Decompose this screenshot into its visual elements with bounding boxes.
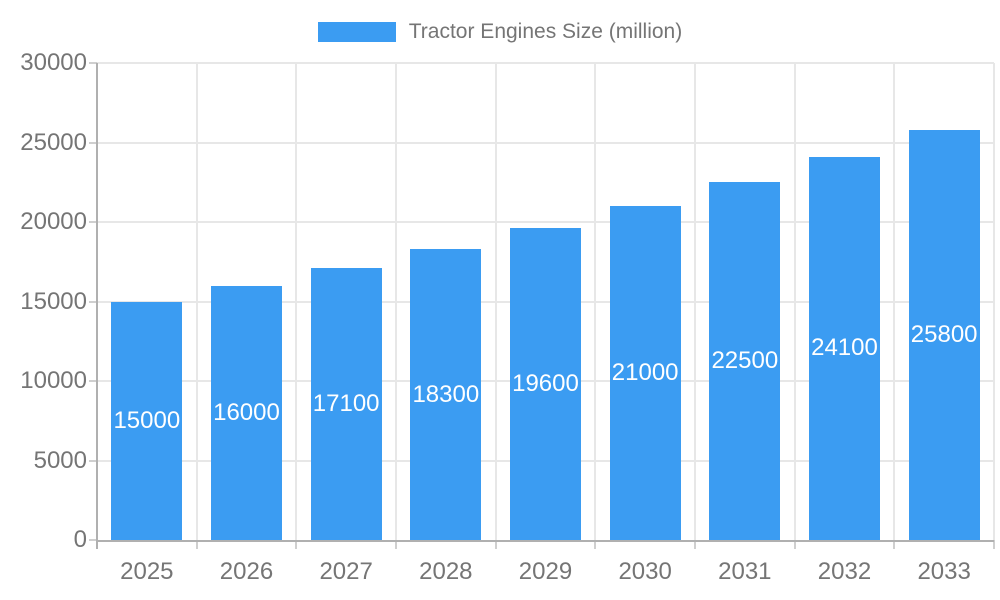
- x-axis-tick: [395, 540, 397, 549]
- v-gridline: [494, 63, 497, 540]
- x-axis-tick: [494, 540, 497, 549]
- x-tick-label: 2033: [917, 558, 971, 585]
- bar[interactable]: [908, 129, 980, 540]
- y-tick-label: 15000: [20, 287, 87, 315]
- bar[interactable]: [510, 228, 581, 540]
- v-gridline: [893, 63, 896, 540]
- x-axis-tick: [694, 540, 696, 549]
- x-axis-tick: [793, 540, 796, 549]
- y-tick-label: 30000: [20, 49, 87, 76]
- y-tick-label: 0: [73, 526, 87, 553]
- y-axis-tick: [89, 459, 97, 462]
- y-axis-tick: [89, 141, 97, 144]
- x-axis-tick: [195, 540, 198, 549]
- y-axis-tick: [89, 62, 97, 64]
- x-tick-label: 2030: [618, 558, 672, 585]
- x-tick-label: 2029: [518, 558, 573, 585]
- y-tick-label: 5000: [33, 446, 87, 474]
- v-gridline: [295, 63, 298, 540]
- legend-swatch: [317, 22, 396, 42]
- y-axis-tick: [89, 539, 97, 541]
- v-gridline: [195, 63, 198, 540]
- bar[interactable]: [410, 249, 482, 540]
- bar[interactable]: [211, 285, 282, 540]
- x-axis-tick: [594, 540, 597, 549]
- x-tick-label: 2026: [219, 558, 274, 585]
- x-tick-label: 2027: [319, 558, 373, 585]
- bar[interactable]: [310, 268, 382, 540]
- h-gridline: [97, 221, 994, 223]
- x-tick-label: 2032: [817, 558, 872, 585]
- v-gridline: [793, 63, 796, 540]
- bar[interactable]: [809, 156, 880, 540]
- h-gridline: [97, 141, 994, 144]
- x-axis-tick: [96, 540, 98, 549]
- v-gridline: [694, 63, 696, 540]
- v-gridline: [594, 63, 597, 540]
- y-tick-label: 20000: [20, 208, 87, 235]
- y-axis-line: [96, 63, 98, 542]
- x-tick-label: 2025: [120, 558, 174, 585]
- x-axis-line: [97, 540, 994, 542]
- legend-label: Tractor Engines Size (million): [408, 20, 683, 43]
- h-gridline: [97, 62, 994, 64]
- bar[interactable]: [111, 301, 183, 540]
- x-tick-label: 2031: [718, 558, 772, 585]
- y-axis-tick: [89, 380, 97, 382]
- v-gridline: [993, 63, 995, 540]
- x-axis-tick: [993, 540, 995, 549]
- x-tick-label: 2028: [419, 558, 473, 585]
- v-gridline: [395, 63, 397, 540]
- y-tick-label: 25000: [20, 128, 87, 156]
- x-axis-tick: [893, 540, 896, 549]
- y-axis-tick: [89, 221, 97, 223]
- y-axis-tick: [89, 300, 97, 303]
- bar[interactable]: [709, 182, 781, 540]
- y-tick-label: 10000: [20, 367, 87, 394]
- legend-item[interactable]: Tractor Engines Size (million): [0, 18, 1000, 46]
- bar[interactable]: [609, 206, 681, 540]
- x-axis-tick: [295, 540, 298, 549]
